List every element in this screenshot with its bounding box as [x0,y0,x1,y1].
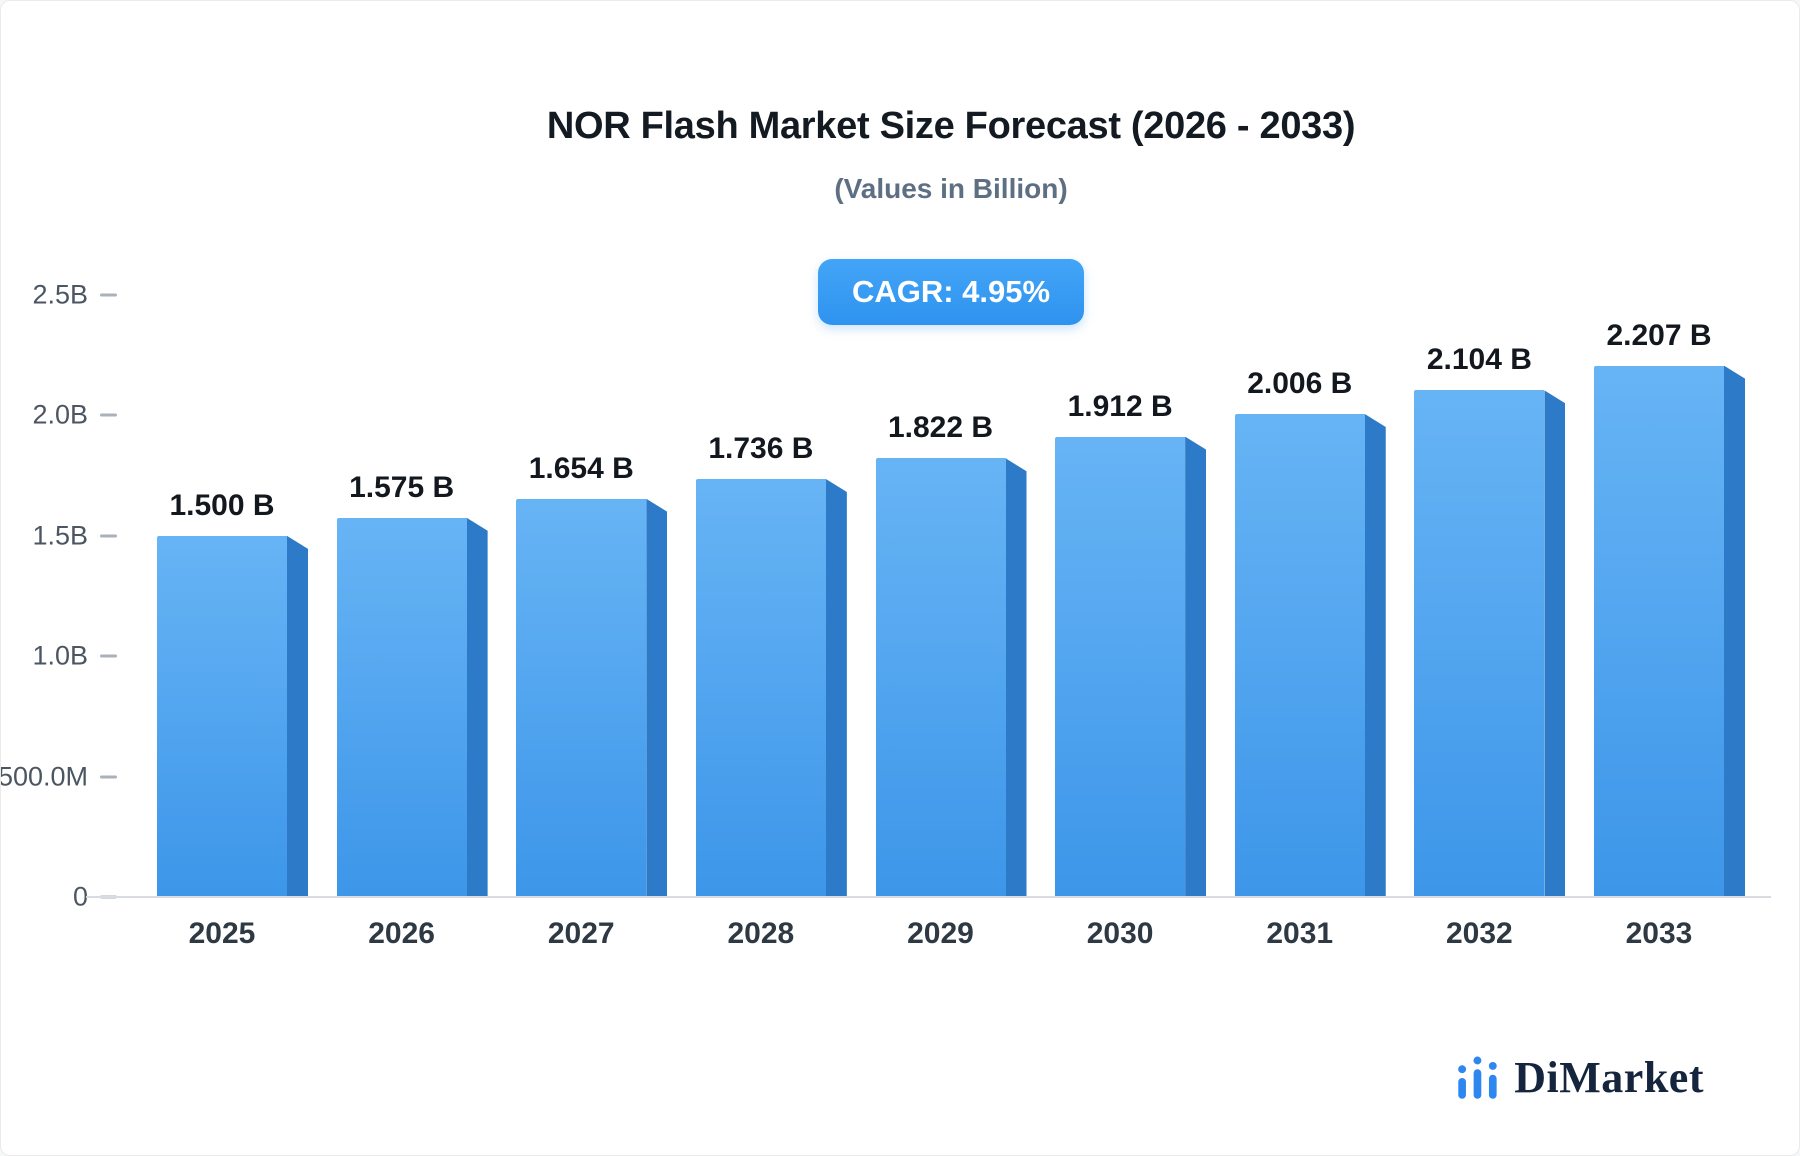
bar-2032: 2.104 B 2032 [1414,343,1566,950]
bar-value-label: 1.575 B [349,470,455,504]
bar-front-face [516,498,647,897]
bar-2033: 2.207 B 2033 [1594,319,1745,950]
bar-value-label: 2.006 B [1247,366,1353,400]
bar-front-face [336,517,467,897]
y-tick-label: 0 [72,881,88,912]
bar-value-label: 2.207 B [1606,318,1712,352]
y-tick-mark [100,534,117,538]
y-tick-500.0M: 500.0M [0,761,117,792]
bar-value-label: 2.104 B [1426,343,1532,377]
bar-2027: 1.654 B 2027 [516,452,668,950]
bar-side-face [1185,436,1207,897]
y-tick-2.0B: 2.0B [32,400,117,431]
x-axis-label-2028: 2028 [727,917,795,950]
y-tick-label: 1.0B [32,640,88,671]
x-axis-label-2027: 2027 [547,917,615,950]
x-axis-label-2029: 2029 [907,917,974,950]
x-axis-label-2031: 2031 [1266,917,1334,950]
bar-side-face [646,498,668,897]
bar-chart-plot: 0 500.0M 1.0B 1.5B 2.0B 2.5B 1.500 B 2025 1.575… [1,280,1771,950]
y-tick-1.5B: 1.5B [32,520,117,551]
x-axis-label-2033: 2033 [1625,917,1693,950]
bar-side-face [1364,413,1386,897]
bar-value-label: 1.736 B [708,431,814,465]
bar-side-face [1544,390,1566,897]
bar-side-face [825,478,847,897]
y-tick-mark [100,413,117,417]
x-axis-label-2025: 2025 [188,917,256,950]
y-tick-2.5B: 2.5B [32,280,117,311]
bar-side-face [466,517,488,897]
chart-subtitle: (Values in Billion) [834,173,1068,204]
bar-side-face [1724,365,1745,897]
dimarket-logo-text: DiMarket [1514,1053,1704,1102]
bar-front-face [1414,390,1545,897]
bar-2029: 1.822 B 2029 [875,411,1027,950]
bar-2028: 1.736 B 2028 [695,432,847,950]
bar-2031: 2.006 B 2031 [1234,367,1386,950]
bar-2026: 1.575 B 2026 [336,471,488,950]
mini-bar-chart-icon [1458,1056,1498,1099]
y-tick-mark [100,654,117,658]
bar-value-label: 1.912 B [1067,389,1173,423]
x-axis-label-2026: 2026 [368,917,435,950]
y-tick-label: 2.5B [32,279,88,310]
x-axis-label-2032: 2032 [1446,917,1513,950]
bar-front-face [1594,365,1724,897]
bar-front-face [1055,436,1186,897]
y-tick-mark [100,293,117,297]
dimarket-logo: DiMarket [1455,1052,1704,1103]
y-tick-label: 2.0B [32,399,88,430]
bar-front-face [157,535,287,897]
cagr-badge-row: CAGR: 4.95% [131,259,1771,325]
bar-2030: 1.912 B 2030 [1055,390,1207,950]
cagr-badge: CAGR: 4.95% [817,259,1085,325]
chart-title: NOR Flash Market Size Forecast (2026 - 2… [546,105,1356,147]
bar-front-face [875,458,1006,897]
bar-side-face [287,535,308,897]
bar-value-label: 1.822 B [887,411,994,445]
x-axis-line [86,896,1771,898]
y-tick-label: 1.5B [32,520,88,551]
y-tick-1.0B: 1.0B [32,641,117,672]
chart-header: NOR Flash Market Size Forecast (2026 - 2… [131,105,1771,148]
bar-value-label: 1.500 B [169,488,275,522]
bar-value-label: 1.654 B [528,451,634,485]
bar-front-face [1234,413,1365,897]
bar-2025: 1.500 B 2025 [157,489,308,950]
chart-subheader: (Values in Billion) [131,173,1771,205]
x-axis-label-2030: 2030 [1086,917,1154,950]
y-tick-label: 500.0M [0,761,88,792]
y-tick-mark [100,775,117,779]
bar-side-face [1005,458,1027,897]
bar-front-face [695,478,826,897]
bars-container: 1.500 B 2025 1.575 B 2026 1.654 B 2027 1.736 B… [131,295,1771,950]
